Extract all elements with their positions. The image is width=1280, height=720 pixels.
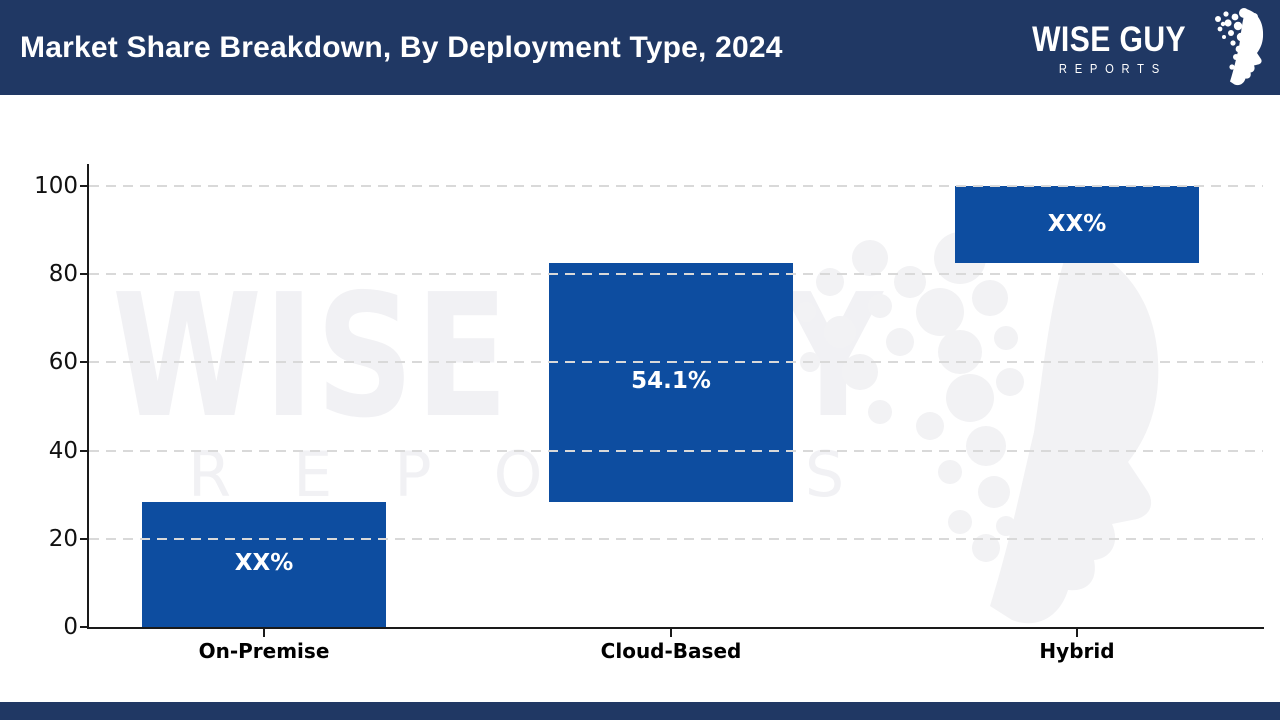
y-tick-label: 60 bbox=[48, 349, 78, 376]
gridline-100 bbox=[89, 185, 1263, 187]
bar-value-label: XX% bbox=[234, 550, 294, 577]
gridline-60 bbox=[89, 361, 1263, 364]
bar-on-premise bbox=[142, 501, 386, 627]
y-tick-mark bbox=[80, 185, 87, 187]
gridline-20 bbox=[89, 537, 1263, 540]
y-tick-label: 0 bbox=[63, 614, 78, 640]
y-tick-mark bbox=[80, 361, 87, 364]
y-tick-label: 40 bbox=[48, 437, 78, 464]
header-bar: Market Share Breakdown, By Deployment Ty… bbox=[0, 0, 1280, 95]
gridline-80 bbox=[89, 273, 1263, 276]
y-tick-label: 100 bbox=[34, 173, 78, 199]
chart-title: Market Share Breakdown, By Deployment Ty… bbox=[20, 30, 783, 64]
bar-value-label: 54.1% bbox=[631, 368, 711, 395]
x-tick-label-cloud-based: Cloud-Based bbox=[600, 639, 742, 663]
y-tick-mark bbox=[80, 537, 87, 540]
bar-cloud-based bbox=[549, 263, 793, 502]
x-tick-mark bbox=[1076, 629, 1078, 637]
y-tick-mark bbox=[80, 626, 87, 628]
brand-head-icon bbox=[1215, 8, 1264, 86]
y-tick-mark bbox=[80, 449, 87, 452]
bar-value-label: XX% bbox=[1047, 210, 1107, 237]
y-tick-mark bbox=[80, 273, 87, 276]
x-tick-label-hybrid: Hybrid bbox=[1039, 639, 1115, 663]
watermark-head-icon bbox=[770, 222, 1159, 624]
brand-name: WISE GUY bbox=[1032, 19, 1186, 59]
y-tick-label: 20 bbox=[48, 525, 78, 552]
gridline-40 bbox=[89, 449, 1263, 452]
brand-logo: WISE GUY REPORTS bbox=[1007, 7, 1264, 89]
brand-subtitle: REPORTS bbox=[1058, 60, 1167, 76]
x-tick-mark bbox=[263, 629, 265, 637]
bar-hybrid bbox=[955, 186, 1199, 264]
x-tick-mark bbox=[670, 629, 672, 637]
footer-bar bbox=[0, 702, 1280, 720]
y-axis-line bbox=[87, 164, 89, 629]
y-tick-label: 80 bbox=[48, 261, 78, 288]
x-axis-line bbox=[87, 627, 1264, 629]
brand-logo-text: WISE GUY REPORTS bbox=[1032, 19, 1186, 76]
x-tick-label-on-premise: On-Premise bbox=[198, 639, 330, 663]
